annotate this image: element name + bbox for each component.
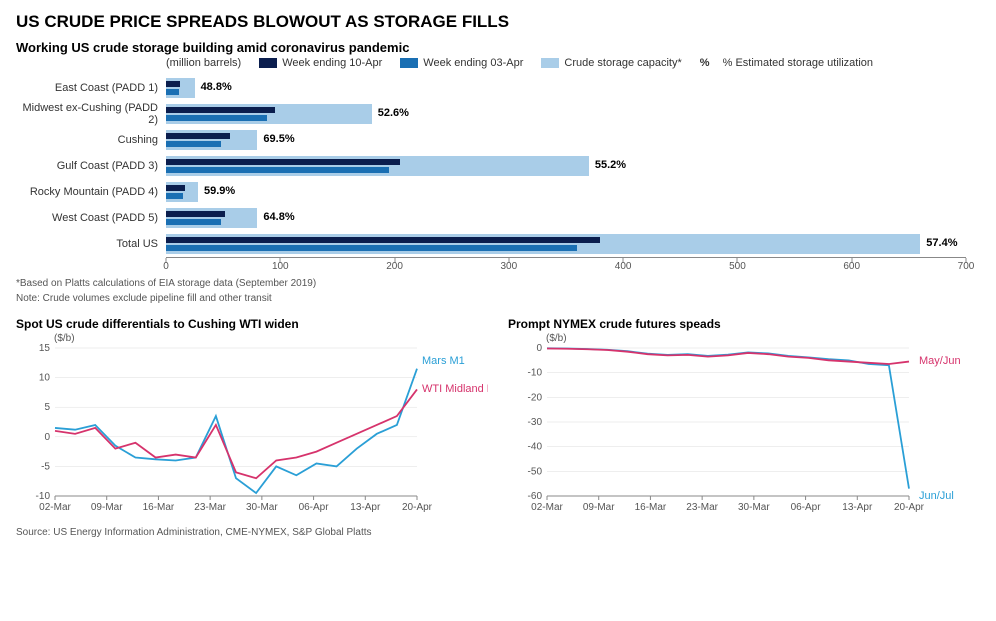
bar-row: 48.8% [166,75,980,101]
x-tick: 600 [843,261,860,272]
line-chart-futures: Prompt NYMEX crude futures speads ($/b) … [508,317,980,519]
category-label: West Coast (PADD 5) [16,205,158,231]
svg-text:10: 10 [39,373,51,384]
category-label: Cushing [16,127,158,153]
bar-week1 [166,81,180,87]
pct-label: 64.8% [263,211,294,223]
svg-text:13-Apr: 13-Apr [350,502,381,513]
series-label: Mars M1 [422,355,465,367]
svg-text:0: 0 [44,432,50,443]
category-label: East Coast (PADD 1) [16,75,158,101]
bar-row: 64.8% [166,205,980,231]
svg-text:15: 15 [39,344,51,354]
svg-text:16-Mar: 16-Mar [143,502,175,513]
svg-text:16-Mar: 16-Mar [635,502,667,513]
bar-week2 [166,167,389,173]
bar-week1 [166,211,225,217]
unit-label: ($/b) [546,333,980,344]
bar-chart: Working US crude storage building amid c… [16,40,980,305]
bar-week2 [166,115,267,121]
pct-label: 59.9% [204,185,235,197]
bar-legend: (million barrels) Week ending 10-Apr Wee… [166,57,980,69]
series-line [547,348,909,488]
svg-text:-40: -40 [528,442,543,453]
pct-label: 52.6% [378,107,409,119]
line-chart-title: Prompt NYMEX crude futures speads [508,317,980,331]
x-tick: 500 [729,261,746,272]
svg-text:-5: -5 [41,461,50,472]
bar-week2 [166,245,577,251]
main-title: US CRUDE PRICE SPREADS BLOWOUT AS STORAG… [16,12,980,32]
footnote: Note: Crude volumes exclude pipeline fil… [16,292,980,305]
legend-item: % % Estimated storage utilization [700,57,873,69]
svg-text:-10: -10 [528,368,543,379]
unit-label: (million barrels) [166,57,241,69]
bar-week2 [166,193,183,199]
svg-text:13-Apr: 13-Apr [842,502,873,513]
legend-item: Crude storage capacity* [541,57,681,69]
svg-text:-60: -60 [528,491,543,502]
series-label: WTI Midland M1 [422,383,488,395]
svg-text:5: 5 [44,402,50,413]
source-text: Source: US Energy Information Administra… [16,527,980,538]
svg-text:06-Apr: 06-Apr [791,502,822,513]
bar-week2 [166,89,179,95]
pct-label: 57.4% [926,237,957,249]
x-tick: 0 [163,261,169,272]
pct-label: 69.5% [263,133,294,145]
svg-text:0: 0 [536,344,542,354]
svg-text:20-Apr: 20-Apr [894,502,925,513]
series-label: May/Jun [919,355,961,367]
svg-text:-30: -30 [528,417,543,428]
bar-row: 59.9% [166,179,980,205]
line-chart-svg: -60 -50 -40 -30 -20 -10 0 02-Mar 09-Mar 16-Mar 23-… [508,344,980,514]
svg-text:02-Mar: 02-Mar [39,502,71,513]
svg-text:06-Apr: 06-Apr [299,502,330,513]
svg-text:-20: -20 [528,392,543,403]
x-tick: 300 [501,261,518,272]
svg-text:-10: -10 [36,491,51,502]
bar-row: 55.2% [166,153,980,179]
svg-text:-50: -50 [528,466,543,477]
bar-row: 69.5% [166,127,980,153]
x-tick: 100 [272,261,289,272]
svg-text:20-Apr: 20-Apr [402,502,433,513]
x-tick: 200 [386,261,403,272]
category-label: Gulf Coast (PADD 3) [16,153,158,179]
unit-label: ($/b) [54,333,488,344]
bar-week1 [166,237,600,243]
pct-label: 48.8% [201,81,232,93]
svg-text:30-Mar: 30-Mar [738,502,770,513]
bar-week2 [166,219,221,225]
series-label: Jun/Jul [919,490,954,502]
series-line [55,389,417,478]
series-line [547,348,909,364]
bar-week1 [166,159,400,165]
bar-week1 [166,185,185,191]
bar-row: 57.4% [166,231,980,257]
bar-chart-title: Working US crude storage building amid c… [16,40,980,55]
svg-text:23-Mar: 23-Mar [194,502,226,513]
svg-text:09-Mar: 09-Mar [91,502,123,513]
footnote: *Based on Platts calculations of EIA sto… [16,277,980,290]
category-label: Rocky Mountain (PADD 4) [16,179,158,205]
svg-text:09-Mar: 09-Mar [583,502,615,513]
category-label: Midwest ex-Cushing (PADD 2) [16,101,158,127]
line-chart-title: Spot US crude differentials to Cushing W… [16,317,488,331]
x-tick: 700 [958,261,975,272]
bar-week1 [166,133,230,139]
bar-week1 [166,107,275,113]
bar-week2 [166,141,221,147]
svg-text:30-Mar: 30-Mar [246,502,278,513]
svg-text:02-Mar: 02-Mar [531,502,563,513]
line-chart-svg: -10 -5 0 5 10 15 02-Mar 09-Mar 16-Mar 23-Mar 30-Ma… [16,344,488,514]
svg-text:23-Mar: 23-Mar [686,502,718,513]
legend-item: Week ending 10-Apr [259,57,382,69]
line-chart-differentials: Spot US crude differentials to Cushing W… [16,317,488,519]
category-label: Total US [16,231,158,257]
pct-label: 55.2% [595,159,626,171]
bar-row: 52.6% [166,101,980,127]
x-tick: 400 [615,261,632,272]
legend-item: Week ending 03-Apr [400,57,523,69]
